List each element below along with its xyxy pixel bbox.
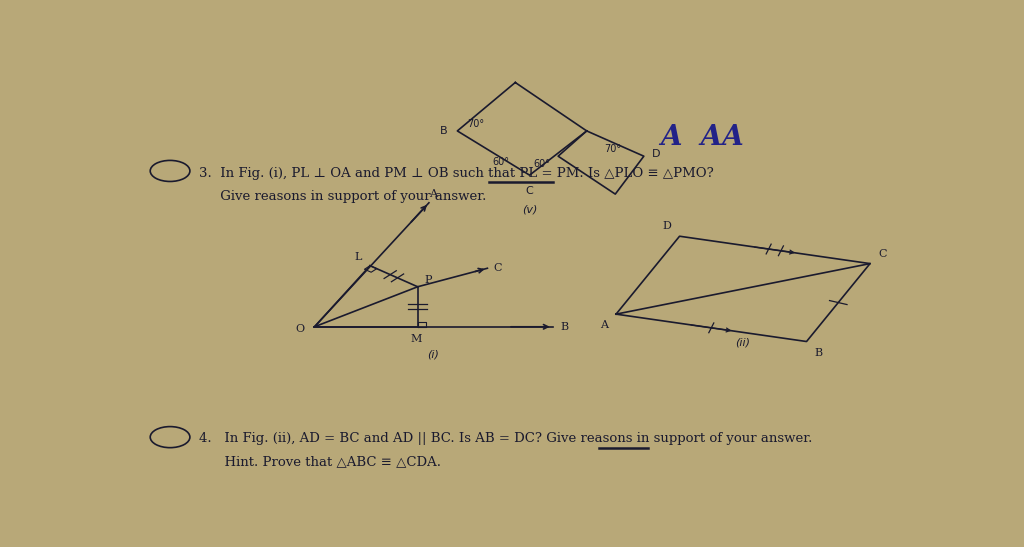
Text: C: C xyxy=(878,248,887,259)
Text: M: M xyxy=(411,334,422,345)
Text: P: P xyxy=(424,275,431,284)
Text: B: B xyxy=(440,126,447,136)
Text: L: L xyxy=(354,252,362,263)
Text: Give reasons in support of your answer.: Give reasons in support of your answer. xyxy=(200,190,486,203)
Text: 60°: 60° xyxy=(534,159,551,169)
Text: (i): (i) xyxy=(428,350,439,360)
Text: (v): (v) xyxy=(522,205,538,214)
Text: 60°: 60° xyxy=(493,157,510,167)
Text: C: C xyxy=(494,263,502,274)
Text: O: O xyxy=(296,324,305,334)
Text: A: A xyxy=(600,321,608,330)
Text: 70°: 70° xyxy=(604,144,622,154)
Text: B: B xyxy=(560,322,568,332)
Text: 3.  In Fig. (i), PL ⊥ OA and PM ⊥ OB such that PL = PM. Is △PLO ≡ △PMO?: 3. In Fig. (i), PL ⊥ OA and PM ⊥ OB such… xyxy=(200,166,714,179)
Text: A  AA: A AA xyxy=(659,124,743,151)
Text: D: D xyxy=(652,149,660,159)
Text: 70°: 70° xyxy=(467,119,484,129)
Text: C: C xyxy=(525,185,534,196)
Text: 4.   In Fig. (ii), AD = BC and AD || BC. Is AB = DC? Give reasons in support of : 4. In Fig. (ii), AD = BC and AD || BC. I… xyxy=(200,432,813,445)
Text: B: B xyxy=(814,348,822,358)
Text: A: A xyxy=(429,189,437,200)
Text: (ii): (ii) xyxy=(735,337,751,347)
Text: Hint. Prove that △ABC ≡ △CDA.: Hint. Prove that △ABC ≡ △CDA. xyxy=(200,455,441,468)
Text: D: D xyxy=(663,221,672,231)
